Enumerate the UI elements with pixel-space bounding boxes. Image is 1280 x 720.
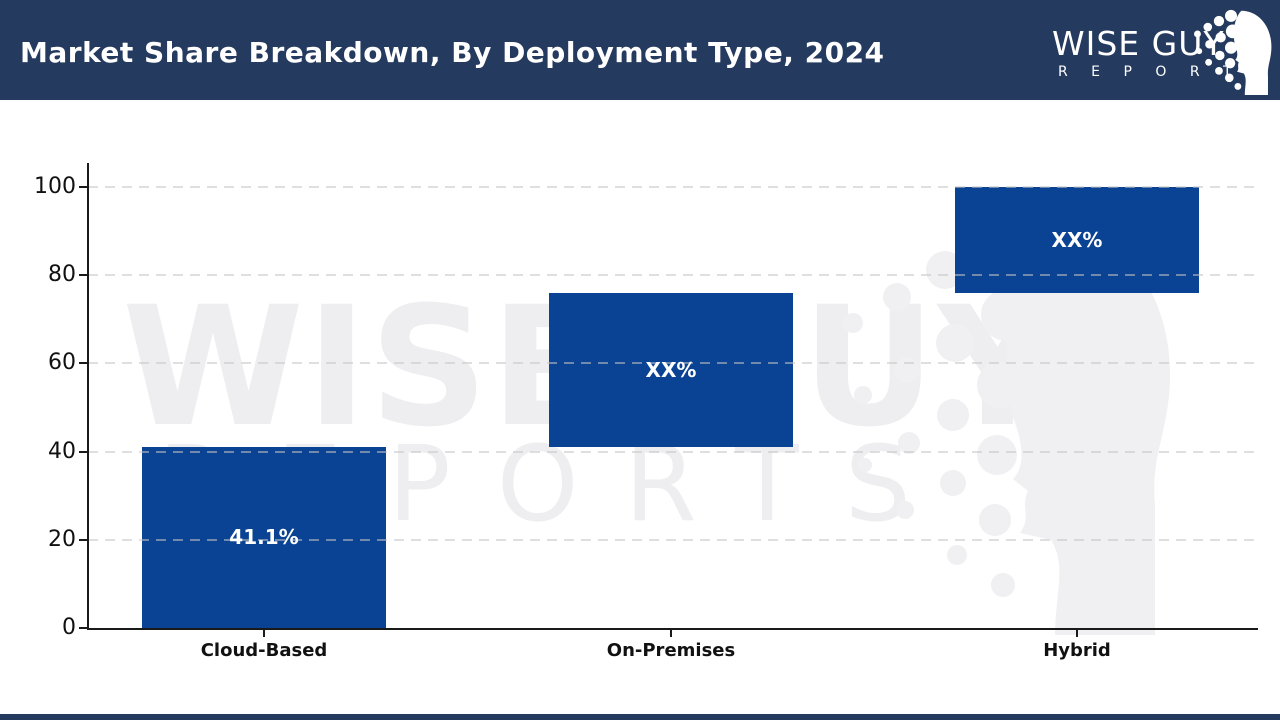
y-tick-80 — [79, 274, 87, 277]
bar-value-label: XX% — [645, 357, 697, 382]
y-tick-label-20: 20 — [48, 526, 76, 552]
logo-wiseguy-text: WISE GUY — [1052, 24, 1225, 63]
y-tick-label-0: 0 — [62, 615, 76, 640]
y-tick-60 — [79, 362, 87, 365]
y-axis-spine — [87, 163, 89, 630]
bar-on-premises — [549, 292, 793, 447]
page-title: Market Share Breakdown, By Deployment Ty… — [20, 36, 885, 69]
y-tick-label-60: 60 — [48, 350, 76, 376]
y-tick-label-80: 80 — [48, 262, 76, 288]
x-axis-spine — [87, 628, 1258, 630]
wise-guy-reports-logo: WISE GUY R E P O R T S — [1020, 6, 1274, 96]
footer-bar — [0, 714, 1280, 720]
x-tick-1 — [670, 630, 672, 637]
y-tick-40 — [79, 450, 87, 453]
y-tick-label-100: 100 — [34, 174, 76, 199]
x-category-label: On-Premises — [606, 640, 736, 661]
x-tick-2 — [1076, 630, 1078, 637]
gridline-100 — [88, 186, 1258, 188]
bar-value-label: 41.1% — [229, 525, 299, 550]
gridline-20 — [88, 538, 1258, 541]
x-category-label: Cloud-Based — [200, 640, 328, 661]
y-tick-0 — [79, 627, 87, 629]
x-category-label: Hybrid — [1043, 640, 1111, 661]
gridline-80 — [88, 274, 1258, 277]
gridline-60 — [88, 362, 1258, 365]
gridline-40 — [88, 450, 1258, 453]
header-bar: Market Share Breakdown, By Deployment Ty… — [0, 0, 1280, 100]
x-tick-0 — [263, 630, 265, 637]
logo-reports-text: R E P O R T S — [1058, 64, 1274, 80]
bar-cloud-based — [142, 446, 386, 628]
y-tick-20 — [79, 538, 87, 541]
bar-value-label: XX% — [1051, 227, 1103, 252]
logo-face-icon — [1194, 9, 1272, 95]
y-tick-label-40: 40 — [48, 438, 76, 464]
y-tick-100 — [79, 186, 87, 188]
waterfall-chart: 0 20 40 60 80 100 41.1% Cloud-Based XX% On-Premis… — [0, 100, 1280, 714]
